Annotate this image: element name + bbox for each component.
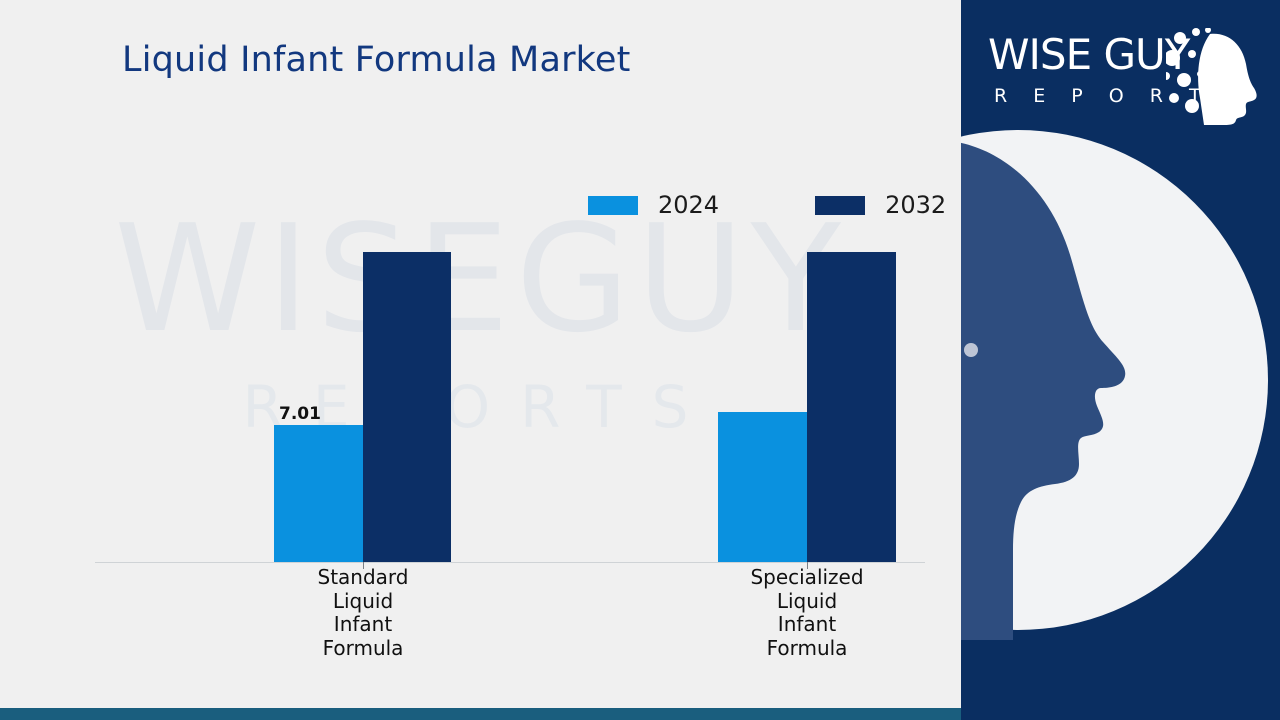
bar-value-label-standard-2024: 7.01 (279, 404, 321, 424)
legend-label-2032: 2032 (885, 191, 947, 219)
chart-legend: 2024 2032 (588, 193, 946, 217)
network-dots-icon (964, 343, 978, 357)
bar-standard-2032[interactable] (363, 252, 451, 562)
legend-item-2024[interactable]: 2024 (588, 193, 719, 217)
cat-line: Formula (766, 635, 848, 660)
cat-line: Specialized (750, 565, 864, 589)
cat-line: Formula (322, 635, 404, 660)
legend-swatch-2024 (588, 195, 638, 215)
cat-line: Liquid (776, 588, 838, 613)
cat-line: Infant (777, 612, 837, 636)
plot-area: 7.01 Standard Liquid Infant Formula Spec… (95, 252, 925, 660)
bottom-accent-strip (0, 708, 961, 720)
bar-standard-2024[interactable] (274, 425, 363, 562)
bar-specialized-2024[interactable] (718, 412, 807, 562)
legend-item-2032[interactable]: 2032 (815, 193, 946, 217)
bar-specialized-2032[interactable] (807, 252, 896, 562)
x-axis-tick-2 (807, 562, 808, 569)
page-title: Liquid Infant Formula Market (122, 40, 631, 80)
x-axis-category-label-standard: Standard Liquid Infant Formula (253, 565, 473, 660)
head-profile-icon (961, 142, 1126, 640)
legend-swatch-2032 (815, 195, 866, 215)
cat-line: Infant (333, 612, 393, 636)
x-axis-baseline (95, 562, 925, 563)
legend-label-2024: 2024 (658, 191, 720, 219)
logo-primary-text: WISE GUY (988, 30, 1190, 79)
x-axis-tick-1 (363, 562, 364, 569)
logo-head-profile-icon (1166, 28, 1257, 125)
cat-line: Standard (317, 565, 409, 589)
x-axis-category-label-specialized: Specialized Liquid Infant Formula (697, 565, 917, 660)
brand-logo[interactable]: WISE GUY R E P O R T S (988, 28, 1257, 126)
cat-line: Liquid (332, 588, 394, 613)
